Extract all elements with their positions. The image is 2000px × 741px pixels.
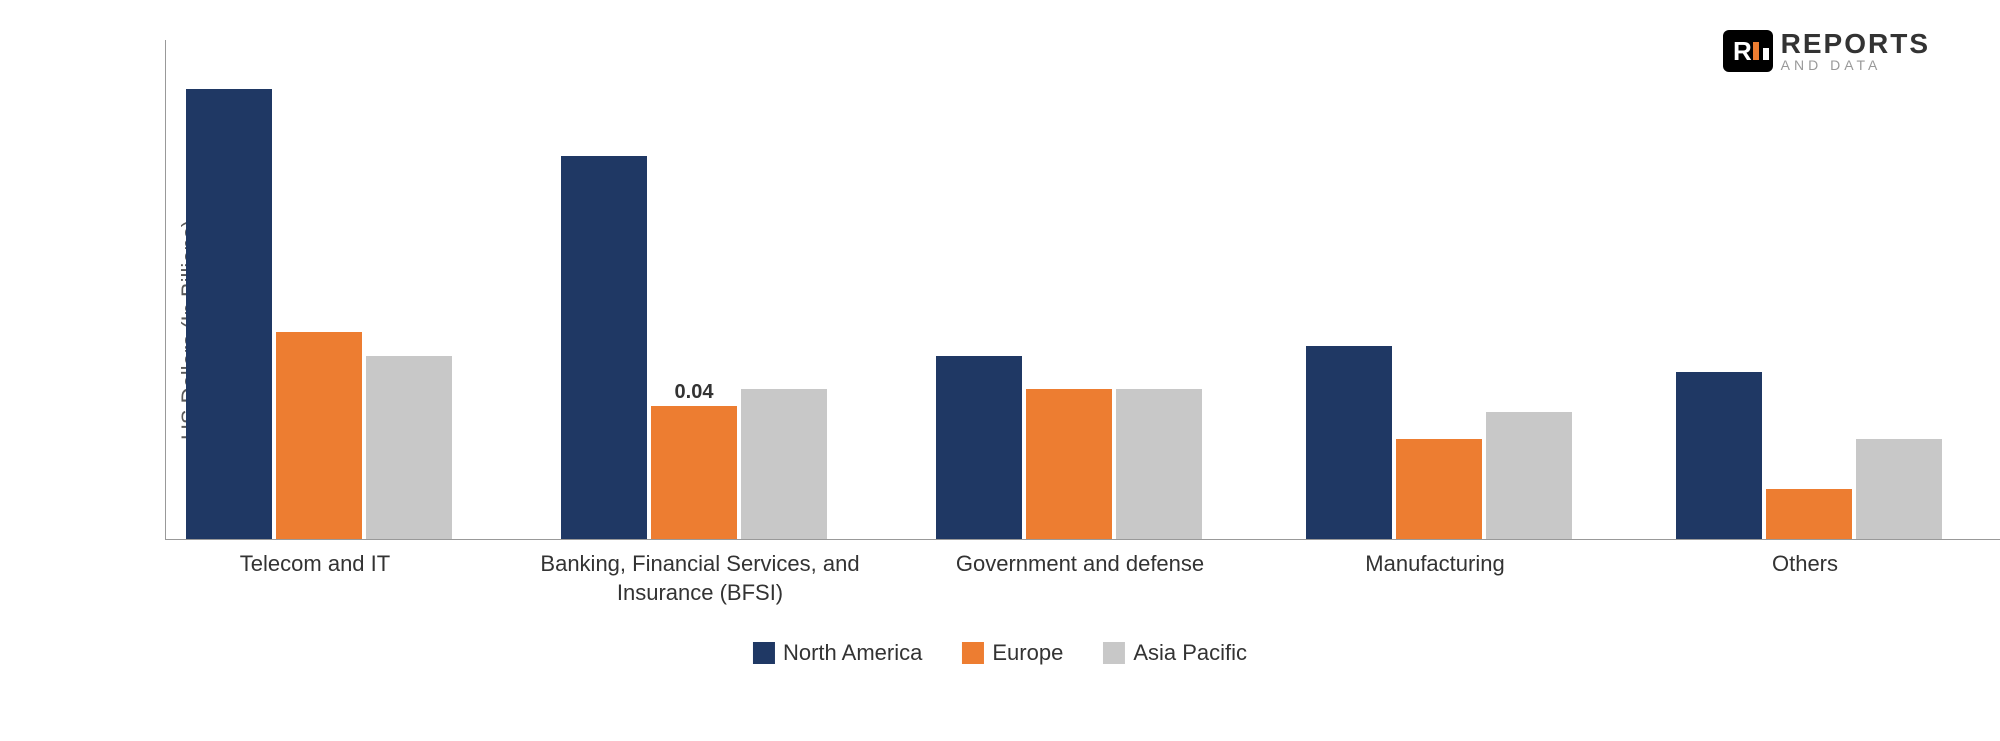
legend-swatch [962,642,984,664]
chart-legend: North America Europe Asia Pacific [753,640,1247,666]
x-axis-category: Manufacturing [1285,550,1585,579]
plot-area: 0.04 [165,40,2000,540]
bar [366,356,452,539]
bar-group [1676,372,1942,539]
bar-group [186,89,452,539]
legend-item: Asia Pacific [1103,640,1247,666]
legend-label: Asia Pacific [1133,640,1247,666]
bar [1856,439,1942,539]
x-axis-category: Telecom and IT [165,550,465,579]
bar-value-label: 0.04 [675,381,714,404]
bar [741,389,827,539]
legend-swatch [753,642,775,664]
x-axis-category: Government and defense [920,550,1240,579]
bar: 0.04 [651,406,737,539]
bar [1116,389,1202,539]
bar [1026,389,1112,539]
bar [1396,439,1482,539]
bar-group [1306,346,1572,539]
legend-item: Europe [962,640,1063,666]
x-axis-category: Others [1655,550,1955,579]
bar-group: 0.04 [561,156,827,539]
legend-swatch [1103,642,1125,664]
legend-label: Europe [992,640,1063,666]
bar [186,89,272,539]
bar [936,356,1022,539]
bar-group [936,356,1202,539]
bar [1486,412,1572,539]
bar [1676,372,1762,539]
revenue-chart: US Dollars (In Billions) 0.04 Telecom an… [60,20,1960,640]
x-axis-category: Banking, Financial Services, and Insuran… [520,550,880,607]
bar [276,332,362,539]
x-axis-labels: Telecom and IT Banking, Financial Service… [165,550,2000,630]
legend-label: North America [783,640,922,666]
bar [561,156,647,539]
bar [1766,489,1852,539]
legend-item: North America [753,640,922,666]
bar [1306,346,1392,539]
